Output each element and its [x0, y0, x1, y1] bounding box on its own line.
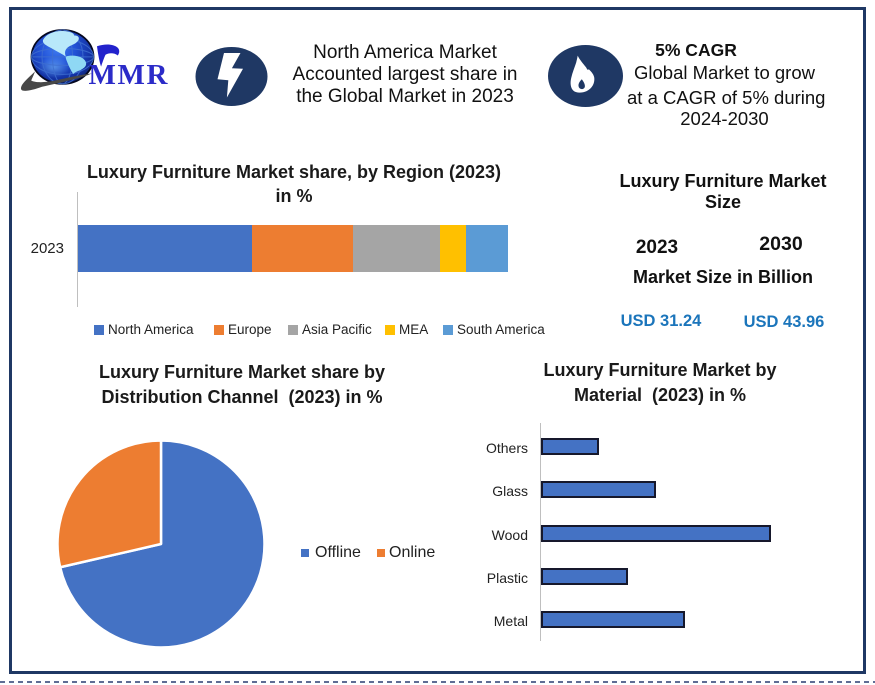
svg-text:MMR: MMR	[89, 59, 169, 91]
